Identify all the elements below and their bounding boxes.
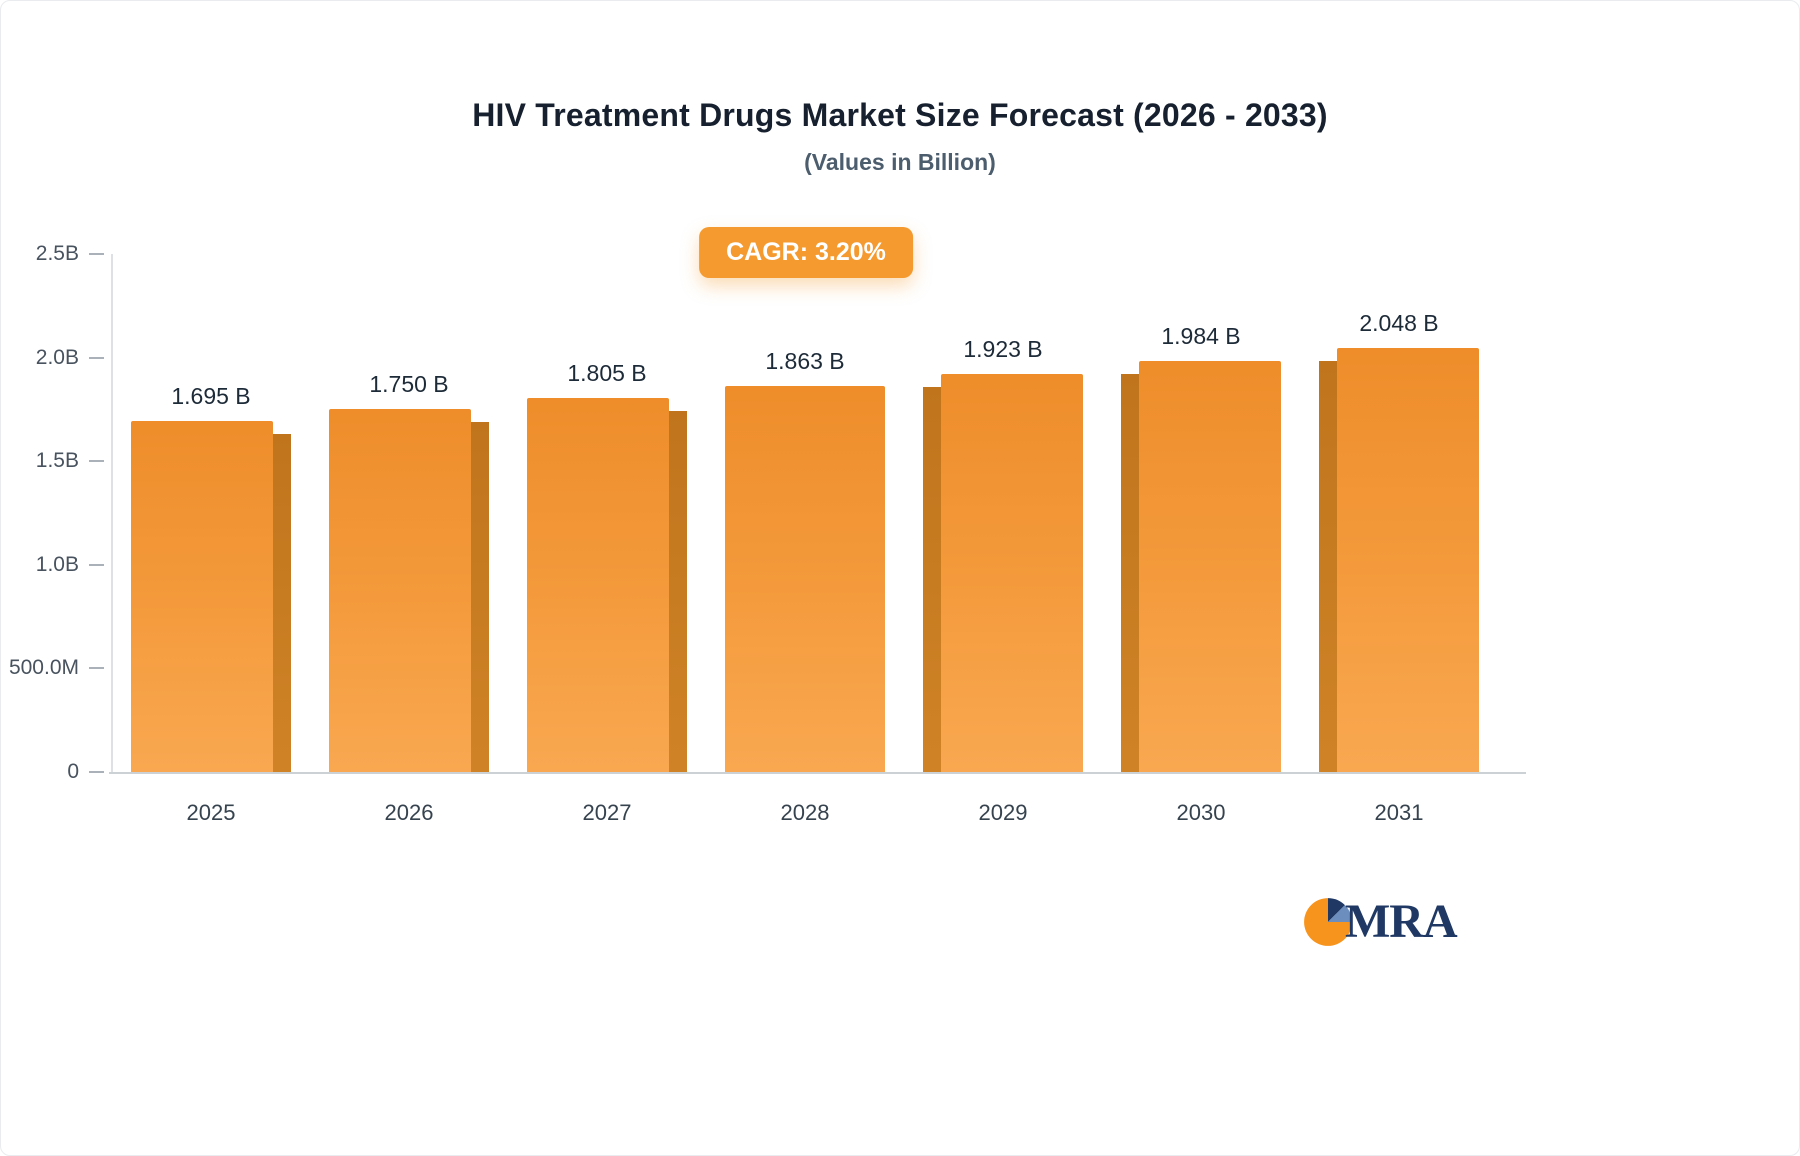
bar-side — [1121, 373, 1139, 772]
y-axis-line — [111, 254, 113, 772]
y-axis-tick-mark — [89, 667, 104, 670]
bar — [941, 373, 1083, 772]
x-axis-label: 2025 — [186, 800, 236, 825]
bar — [725, 386, 885, 772]
x-axis-label: 2028 — [780, 800, 830, 825]
bar-value-label: 1.750 B — [369, 371, 449, 398]
bar-value-label: 1.805 B — [567, 360, 647, 387]
x-axis-line — [109, 772, 1526, 774]
bar-value-label: 1.923 B — [963, 335, 1043, 362]
y-axis-tick-label: 2.0B — [35, 345, 79, 369]
bar-group-2025: 1.695 B 2025 — [131, 383, 291, 825]
x-axis-label: 2026 — [384, 800, 434, 825]
cagr-badge: CAGR: 3.20% — [699, 227, 913, 278]
bar — [1337, 347, 1479, 772]
bar-side — [471, 422, 489, 772]
logo: MRA — [1303, 894, 1458, 949]
plot-area: 1.695 B 2025 1.750 B 2026 1.805 B 2027 1.863 B… — [111, 254, 1526, 825]
y-axis-tick-label: 1.0B — [35, 552, 79, 576]
bar-side — [1319, 360, 1337, 772]
bar-chart: 1.695 B 2025 1.750 B 2026 1.805 B 2027 1.863 B… — [1, 242, 1571, 825]
bar — [329, 409, 471, 772]
y-axis-tick-mark — [89, 460, 104, 463]
bar — [131, 420, 273, 772]
bar-group-2026: 1.750 B 2026 — [329, 371, 489, 825]
x-axis-label: 2027 — [582, 800, 632, 825]
bar-value-label: 1.984 B — [1161, 322, 1241, 349]
bar-group-2029: 1.923 B 2029 — [923, 336, 1083, 825]
y-axis-tick-label: 1.5B — [35, 449, 79, 473]
bar-group-2030: 1.984 B 2030 — [1121, 323, 1281, 825]
x-axis-label: 2031 — [1374, 800, 1424, 825]
bar-side — [669, 411, 687, 772]
logo-text: MRA — [1345, 895, 1458, 948]
bar-side — [923, 386, 941, 772]
bar-value-label: 2.048 B — [1359, 309, 1439, 336]
chart-subtitle: (Values in Billion) — [804, 149, 996, 175]
bar-side — [273, 433, 291, 772]
bar-value-label: 1.695 B — [171, 382, 251, 409]
bar-value-label: 1.863 B — [765, 348, 845, 374]
y-axis-tick-mark — [89, 356, 104, 359]
x-axis-label: 2030 — [1176, 800, 1226, 825]
y-axis-tick-label: 0 — [67, 760, 79, 783]
bar — [1139, 360, 1281, 772]
logo-pie-icon — [1304, 897, 1352, 946]
bar-group-2031: 2.048 B 2031 — [1319, 310, 1479, 825]
bar-group-2028: 1.863 B 2028 — [725, 348, 885, 825]
y-axis-tick-mark — [89, 253, 104, 255]
bar-group-2027: 1.805 B 2027 — [527, 360, 687, 825]
bar — [527, 398, 669, 772]
chart-title: HIV Treatment Drugs Market Size Forecast… — [472, 97, 1328, 133]
y-axis-tick-mark — [89, 771, 104, 773]
y-axis-tick-mark — [89, 563, 104, 566]
y-axis-tick-label: 500.0M — [8, 656, 79, 680]
x-axis-label: 2029 — [978, 800, 1028, 825]
y-axis-tick-label: 2.5B — [35, 242, 79, 265]
